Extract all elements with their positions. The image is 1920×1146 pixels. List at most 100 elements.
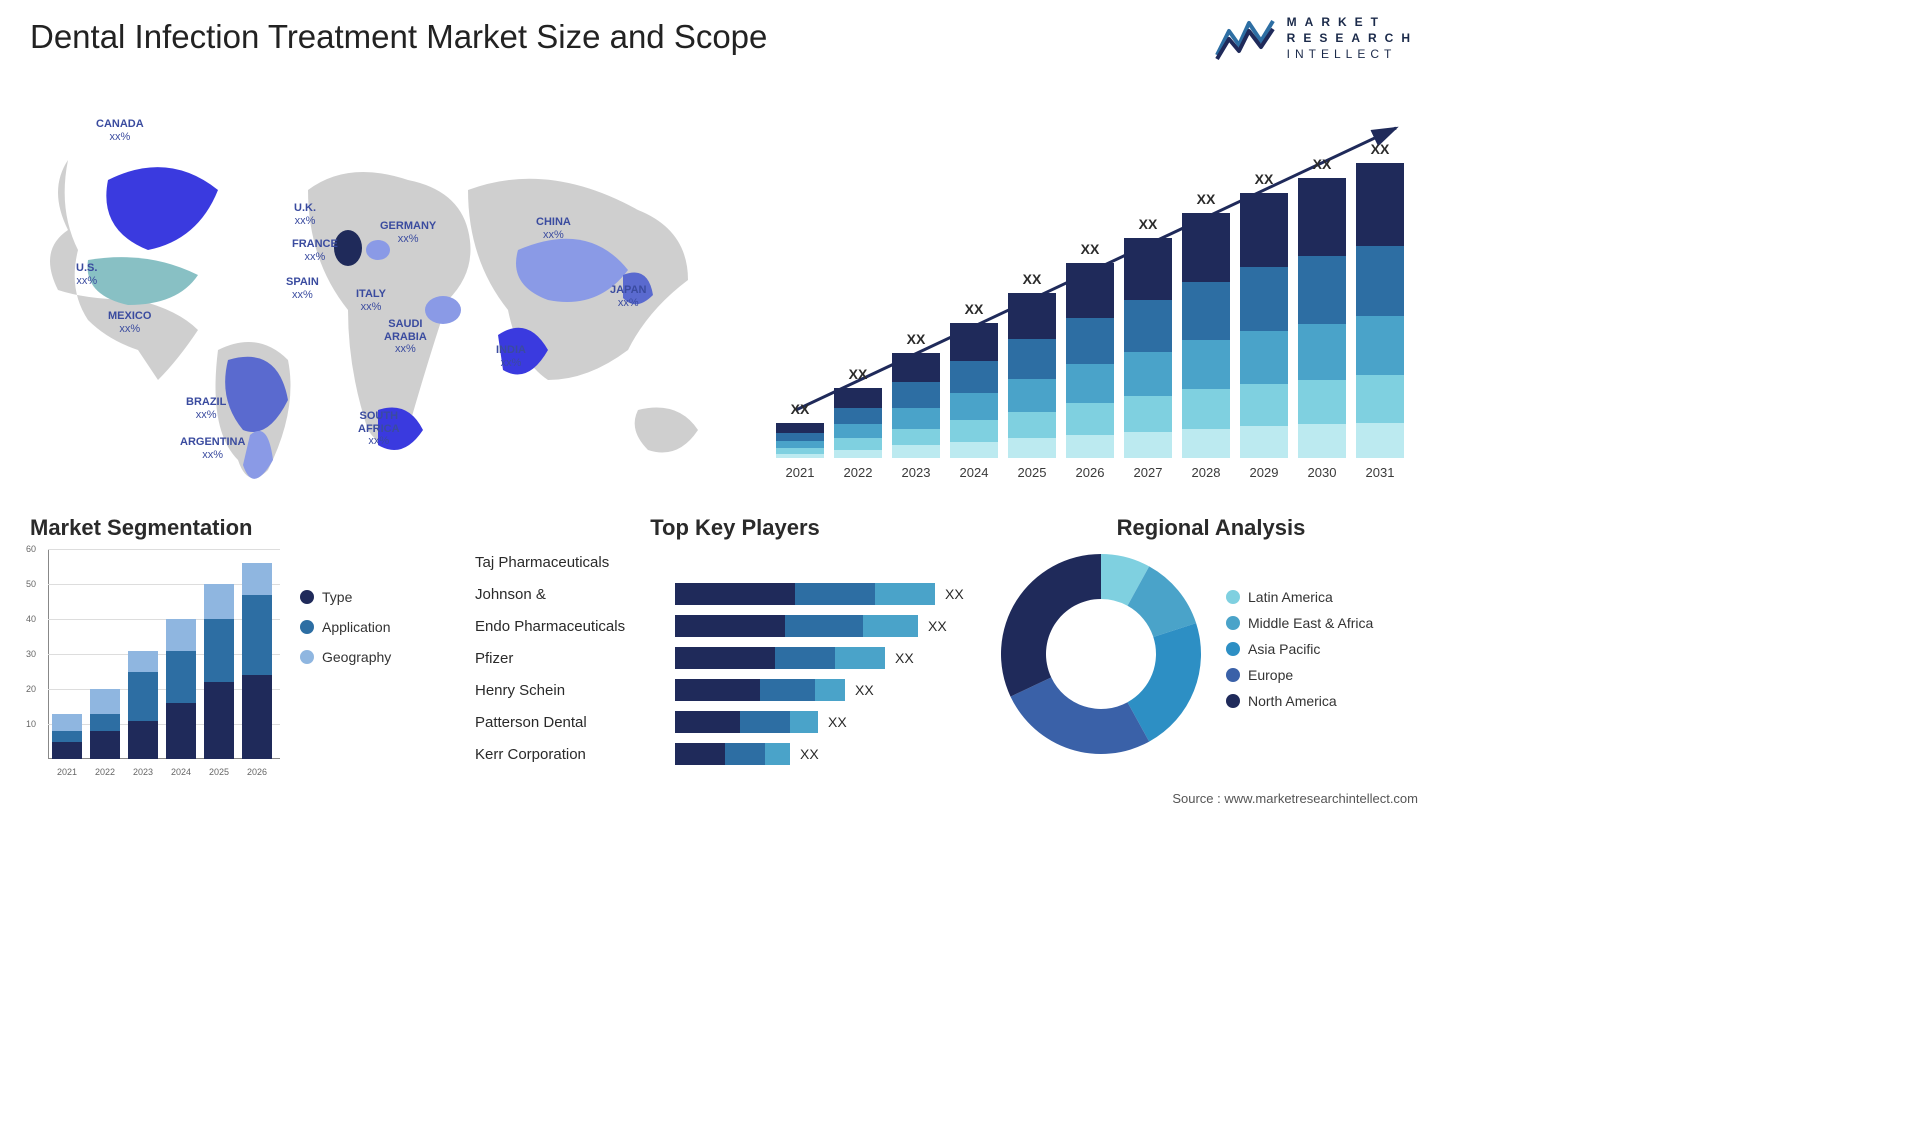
brand-logo: MARKET RESEARCH INTELLECT <box>1215 14 1418 63</box>
map-label: INDIAxx% <box>496 344 526 369</box>
regional-legend: Latin AmericaMiddle East & AfricaAsia Pa… <box>1226 589 1373 719</box>
map-label: FRANCExx% <box>292 238 338 263</box>
segmentation-bar <box>128 651 158 760</box>
growth-bar-label: XX <box>1182 191 1230 207</box>
segmentation-y-tick: 50 <box>26 579 36 589</box>
regional-title: Regional Analysis <box>996 515 1426 541</box>
segmentation-y-tick: 60 <box>26 544 36 554</box>
growth-bar: XX <box>950 323 998 458</box>
logo-mark-icon <box>1215 15 1277 61</box>
segmentation-title: Market Segmentation <box>30 515 470 541</box>
logo-line2: RESEARCH <box>1287 30 1418 46</box>
growth-bar: XX <box>1298 178 1346 458</box>
segmentation-bar <box>90 689 120 759</box>
legend-item: Asia Pacific <box>1226 641 1373 657</box>
legend-item: Latin America <box>1226 589 1373 605</box>
map-label: U.S.xx% <box>76 262 97 287</box>
map-label: MEXICOxx% <box>108 310 151 335</box>
growth-year-label: 2029 <box>1240 465 1288 480</box>
growth-year-label: 2024 <box>950 465 998 480</box>
growth-chart: XXXXXXXXXXXXXXXXXXXXXX 20212022202320242… <box>776 100 1416 480</box>
legend-item: Europe <box>1226 667 1373 683</box>
keyplayer-row: Taj Pharmaceuticals <box>475 549 995 575</box>
map-label: CHINAxx% <box>536 216 571 241</box>
keyplayer-name: Patterson Dental <box>475 714 675 731</box>
growth-bar-label: XX <box>776 401 824 417</box>
keyplayer-row: Henry Schein XX <box>475 677 995 703</box>
map-label: GERMANYxx% <box>380 220 436 245</box>
keyplayers-panel: Top Key Players Taj Pharmaceuticals Johns… <box>475 515 995 773</box>
keyplayer-name: Taj Pharmaceuticals <box>475 554 675 571</box>
segmentation-chart: 102030405060 202120222023202420252026 <box>30 549 280 779</box>
map-label: SOUTHAFRICAxx% <box>358 410 400 448</box>
map-label: SAUDIARABIAxx% <box>384 318 427 356</box>
segmentation-panel: Market Segmentation 102030405060 2021202… <box>30 515 470 779</box>
legend-item: North America <box>1226 693 1373 709</box>
logo-line1: MARKET <box>1287 14 1418 30</box>
segmentation-y-tick: 40 <box>26 614 36 624</box>
regional-panel: Regional Analysis Latin AmericaMiddle Ea… <box>996 515 1426 759</box>
keyplayer-value: XX <box>895 650 914 666</box>
map-label: SPAINxx% <box>286 276 319 301</box>
segmentation-bar <box>204 584 234 759</box>
growth-bar-label: XX <box>834 366 882 382</box>
segmentation-legend: Type Application Geography <box>300 589 391 679</box>
growth-year-label: 2025 <box>1008 465 1056 480</box>
growth-year-label: 2021 <box>776 465 824 480</box>
logo-line3: INTELLECT <box>1287 46 1418 62</box>
legend-item: Application <box>300 619 391 635</box>
keyplayer-row: Johnson & XX <box>475 581 995 607</box>
segmentation-bar <box>166 619 196 759</box>
segmentation-bar <box>242 563 272 759</box>
donut-slice <box>1001 554 1101 697</box>
growth-bar-label: XX <box>1356 141 1404 157</box>
keyplayer-bar <box>675 743 790 765</box>
keyplayer-name: Johnson & <box>475 586 675 603</box>
growth-bar: XX <box>892 353 940 458</box>
growth-bar-label: XX <box>1066 241 1114 257</box>
growth-bar: XX <box>1124 238 1172 458</box>
world-map: CANADAxx%U.S.xx%MEXICOxx%BRAZILxx%ARGENT… <box>28 100 728 500</box>
growth-bar-label: XX <box>950 301 998 317</box>
keyplayer-value: XX <box>855 682 874 698</box>
keyplayers-title: Top Key Players <box>475 515 995 541</box>
source-attribution: Source : www.marketresearchintellect.com <box>1172 791 1418 806</box>
growth-bar-label: XX <box>1240 171 1288 187</box>
keyplayer-row: Endo PharmaceuticalsXX <box>475 613 995 639</box>
regional-donut <box>996 549 1206 759</box>
donut-slice <box>1011 677 1150 754</box>
growth-year-label: 2030 <box>1298 465 1346 480</box>
growth-bar: XX <box>1356 163 1404 458</box>
keyplayer-value: XX <box>945 586 964 602</box>
keyplayer-name: Kerr Corporation <box>475 746 675 763</box>
keyplayer-row: Kerr Corporation XX <box>475 741 995 767</box>
growth-year-label: 2028 <box>1182 465 1230 480</box>
segmentation-bar <box>52 714 82 760</box>
keyplayer-name: Pfizer <box>475 650 675 667</box>
growth-year-label: 2023 <box>892 465 940 480</box>
growth-bar-label: XX <box>1008 271 1056 287</box>
legend-item: Type <box>300 589 391 605</box>
growth-bar: XX <box>1008 293 1056 458</box>
legend-item: Geography <box>300 649 391 665</box>
keyplayer-row: Pfizer XX <box>475 645 995 671</box>
keyplayer-bar <box>675 583 935 605</box>
growth-bar: XX <box>1182 213 1230 458</box>
map-label: ITALYxx% <box>356 288 386 313</box>
growth-bar-label: XX <box>1124 216 1172 232</box>
page-title: Dental Infection Treatment Market Size a… <box>30 18 767 56</box>
growth-year-label: 2031 <box>1356 465 1404 480</box>
growth-year-label: 2026 <box>1066 465 1114 480</box>
keyplayer-value: XX <box>928 618 947 634</box>
segmentation-y-tick: 30 <box>26 649 36 659</box>
segmentation-year-label: 2021 <box>52 767 82 777</box>
growth-bar-label: XX <box>1298 156 1346 172</box>
keyplayer-name: Henry Schein <box>475 682 675 699</box>
segmentation-y-tick: 20 <box>26 684 36 694</box>
segmentation-year-label: 2022 <box>90 767 120 777</box>
keyplayer-bar <box>675 679 845 701</box>
keyplayer-value: XX <box>800 746 819 762</box>
map-label: BRAZILxx% <box>186 396 226 421</box>
map-label: CANADAxx% <box>96 118 144 143</box>
keyplayer-bar <box>675 711 818 733</box>
